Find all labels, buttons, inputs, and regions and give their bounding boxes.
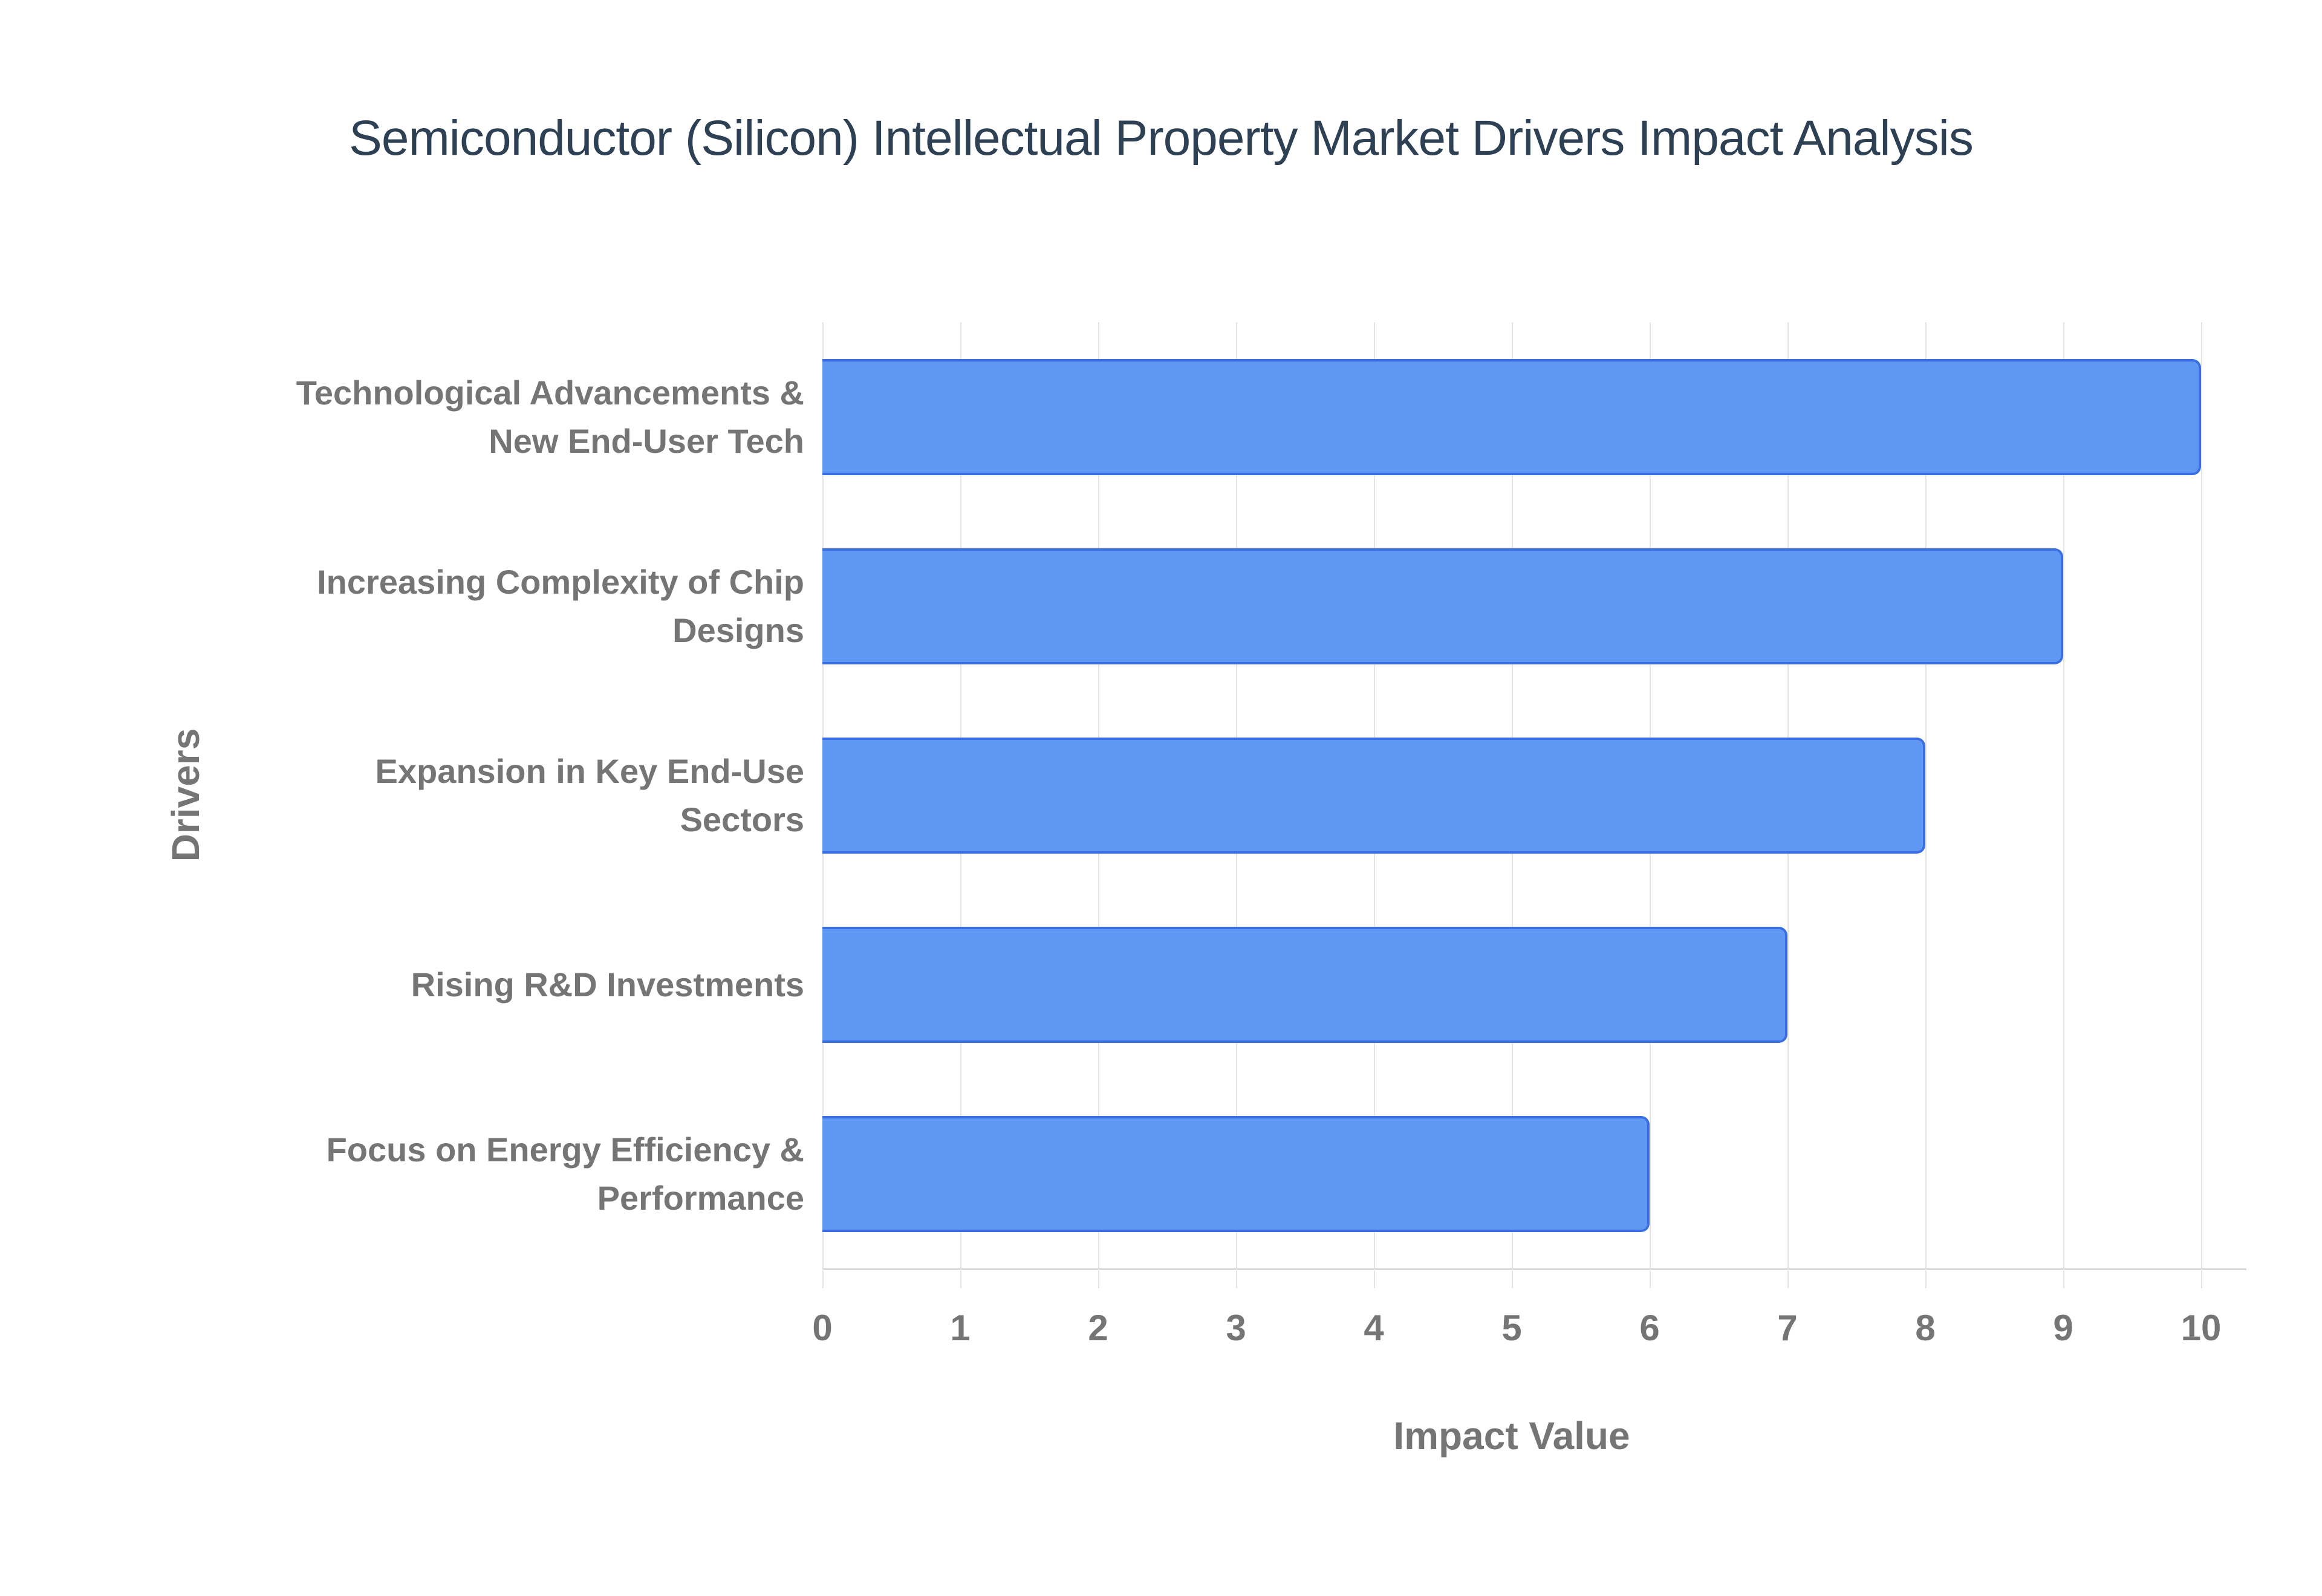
x-tick-label-10: 10: [2181, 1308, 2222, 1348]
y-category-label-3: Expansion in Key End-Use Sectors: [375, 751, 805, 839]
x-axis-title: Impact Value: [1393, 1414, 1630, 1458]
x-tick-label-3: 3: [1226, 1308, 1246, 1348]
y-category-label-1: Technological Advancements & New End-User…: [296, 373, 804, 460]
x-tick-label-5: 5: [1501, 1308, 1522, 1348]
x-tick-label-6: 6: [1639, 1308, 1660, 1348]
y-category-label-5: Focus on Energy Efficiency & Performance: [326, 1130, 804, 1217]
x-tick-label-1: 1: [950, 1308, 971, 1348]
chart-title: Semiconductor (Silicon) Intellectual Pro…: [349, 111, 1974, 166]
bar-4: [822, 926, 1787, 1043]
x-tick-label-4: 4: [1364, 1308, 1384, 1348]
x-tick-label-9: 9: [2053, 1308, 2073, 1348]
y-axis-category-labels: Technological Advancements & New End-User…: [0, 322, 804, 1268]
x-tick-label-2: 2: [1088, 1308, 1108, 1348]
x-tick-label-8: 8: [1915, 1308, 1936, 1348]
plot-area: [822, 322, 2246, 1288]
gridline-x-9: [2063, 322, 2064, 1288]
bar-5: [822, 1115, 1650, 1232]
y-category-label-4: Rising R&D Investments: [411, 965, 804, 1004]
x-tick-label-7: 7: [1777, 1308, 1798, 1348]
y-category-label-2: Increasing Complexity of Chip Designs: [317, 562, 804, 649]
bar-3: [822, 737, 1925, 854]
gridline-x-8: [1925, 322, 1927, 1288]
x-tick-label-0: 0: [812, 1308, 833, 1348]
bar-1: [822, 358, 2201, 475]
bar-2: [822, 548, 2063, 664]
gridline-x-10: [2201, 322, 2202, 1288]
